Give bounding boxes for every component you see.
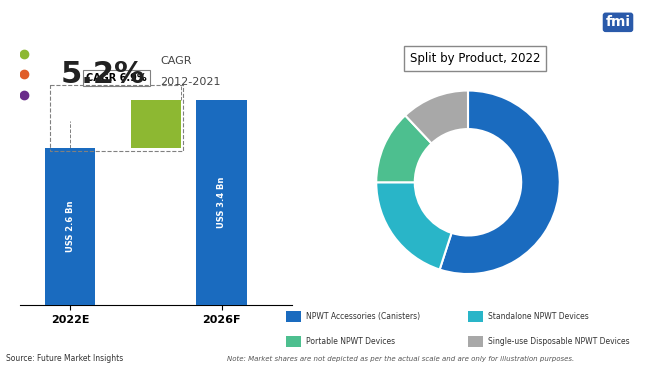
Text: CAGR 6.9%: CAGR 6.9% (86, 73, 147, 83)
Wedge shape (439, 90, 560, 274)
Text: Standalone NPWT Devices: Standalone NPWT Devices (488, 312, 589, 321)
Text: USS 2.6 Bn: USS 2.6 Bn (66, 201, 75, 253)
Text: CAGR: CAGR (161, 56, 192, 66)
Bar (131, 100, 181, 148)
Bar (468, 311, 482, 322)
Text: Source: Future Market Insights: Source: Future Market Insights (6, 355, 124, 363)
Wedge shape (376, 115, 432, 182)
Text: Portable NPWT Devices: Portable NPWT Devices (306, 337, 395, 346)
Text: Split by Product, 2022: Split by Product, 2022 (410, 52, 541, 65)
Wedge shape (405, 90, 468, 144)
Text: 2012-2021: 2012-2021 (161, 77, 221, 87)
Text: 5.2%: 5.2% (60, 60, 145, 89)
Text: USS 3.4 Bn: USS 3.4 Bn (217, 177, 226, 228)
Text: Single-use Disposable NPWT Devices: Single-use Disposable NPWT Devices (488, 337, 630, 346)
Text: fmi: fmi (606, 15, 630, 29)
Bar (196, 100, 247, 305)
Text: NPWT Accessories (Canisters): NPWT Accessories (Canisters) (306, 312, 420, 321)
Bar (286, 336, 300, 347)
Bar (286, 311, 300, 322)
Wedge shape (376, 182, 452, 270)
Text: Note: Market shares are not depicted as per the actual scale and are only for il: Note: Market shares are not depicted as … (227, 356, 575, 362)
Text: Global Negative Pressure Wound Therapy (NPWT) Market Analysis, 2022-2026: Global Negative Pressure Wound Therapy (… (13, 15, 650, 30)
Bar (45, 148, 96, 305)
Bar (468, 336, 482, 347)
